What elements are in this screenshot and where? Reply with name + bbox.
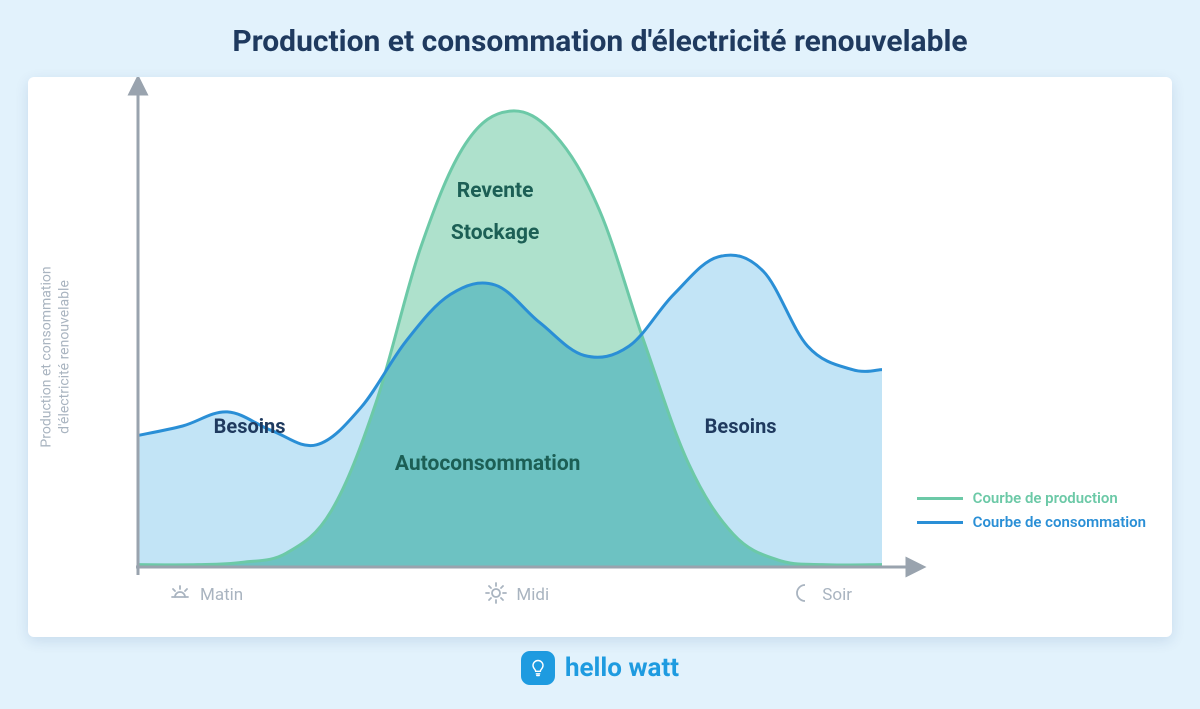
xtick-soir: Soir	[790, 581, 852, 610]
lightbulb-icon	[521, 651, 555, 685]
legend-label-consumption: Courbe de consommation	[973, 513, 1146, 531]
legend-item-consumption: Courbe de consommation	[917, 513, 1146, 531]
xtick-label: Soir	[822, 585, 852, 605]
sunrise-icon	[168, 581, 192, 610]
legend: Courbe de production Courbe de consommat…	[917, 483, 1146, 537]
xtick-midi: Midi	[484, 581, 549, 610]
chart-panel: Production et consommation d'électricité…	[28, 77, 1172, 637]
y-axis-label: Production et consommation d'électricité…	[39, 227, 74, 487]
chart-title: Production et consommation d'électricité…	[28, 24, 1172, 59]
xtick-label: Midi	[516, 585, 549, 605]
x-axis-ticks: Matin Midi Soir	[138, 575, 882, 615]
axes-svg	[132, 87, 916, 577]
xtick-label: Matin	[200, 585, 243, 605]
infographic-container: Production et consommation d'électricité…	[0, 0, 1200, 709]
footer-text: hello watt	[565, 653, 679, 683]
moon-icon	[790, 581, 814, 610]
legend-swatch-production	[917, 497, 963, 500]
legend-swatch-consumption	[917, 521, 963, 524]
chart-area: BesoinsReventeStockageAutoconsommationBe…	[138, 97, 882, 567]
xtick-matin: Matin	[168, 581, 243, 610]
footer-logo: hello watt	[28, 651, 1172, 685]
legend-item-production: Courbe de production	[917, 489, 1146, 507]
legend-label-production: Courbe de production	[973, 489, 1118, 507]
sun-icon	[484, 581, 508, 610]
